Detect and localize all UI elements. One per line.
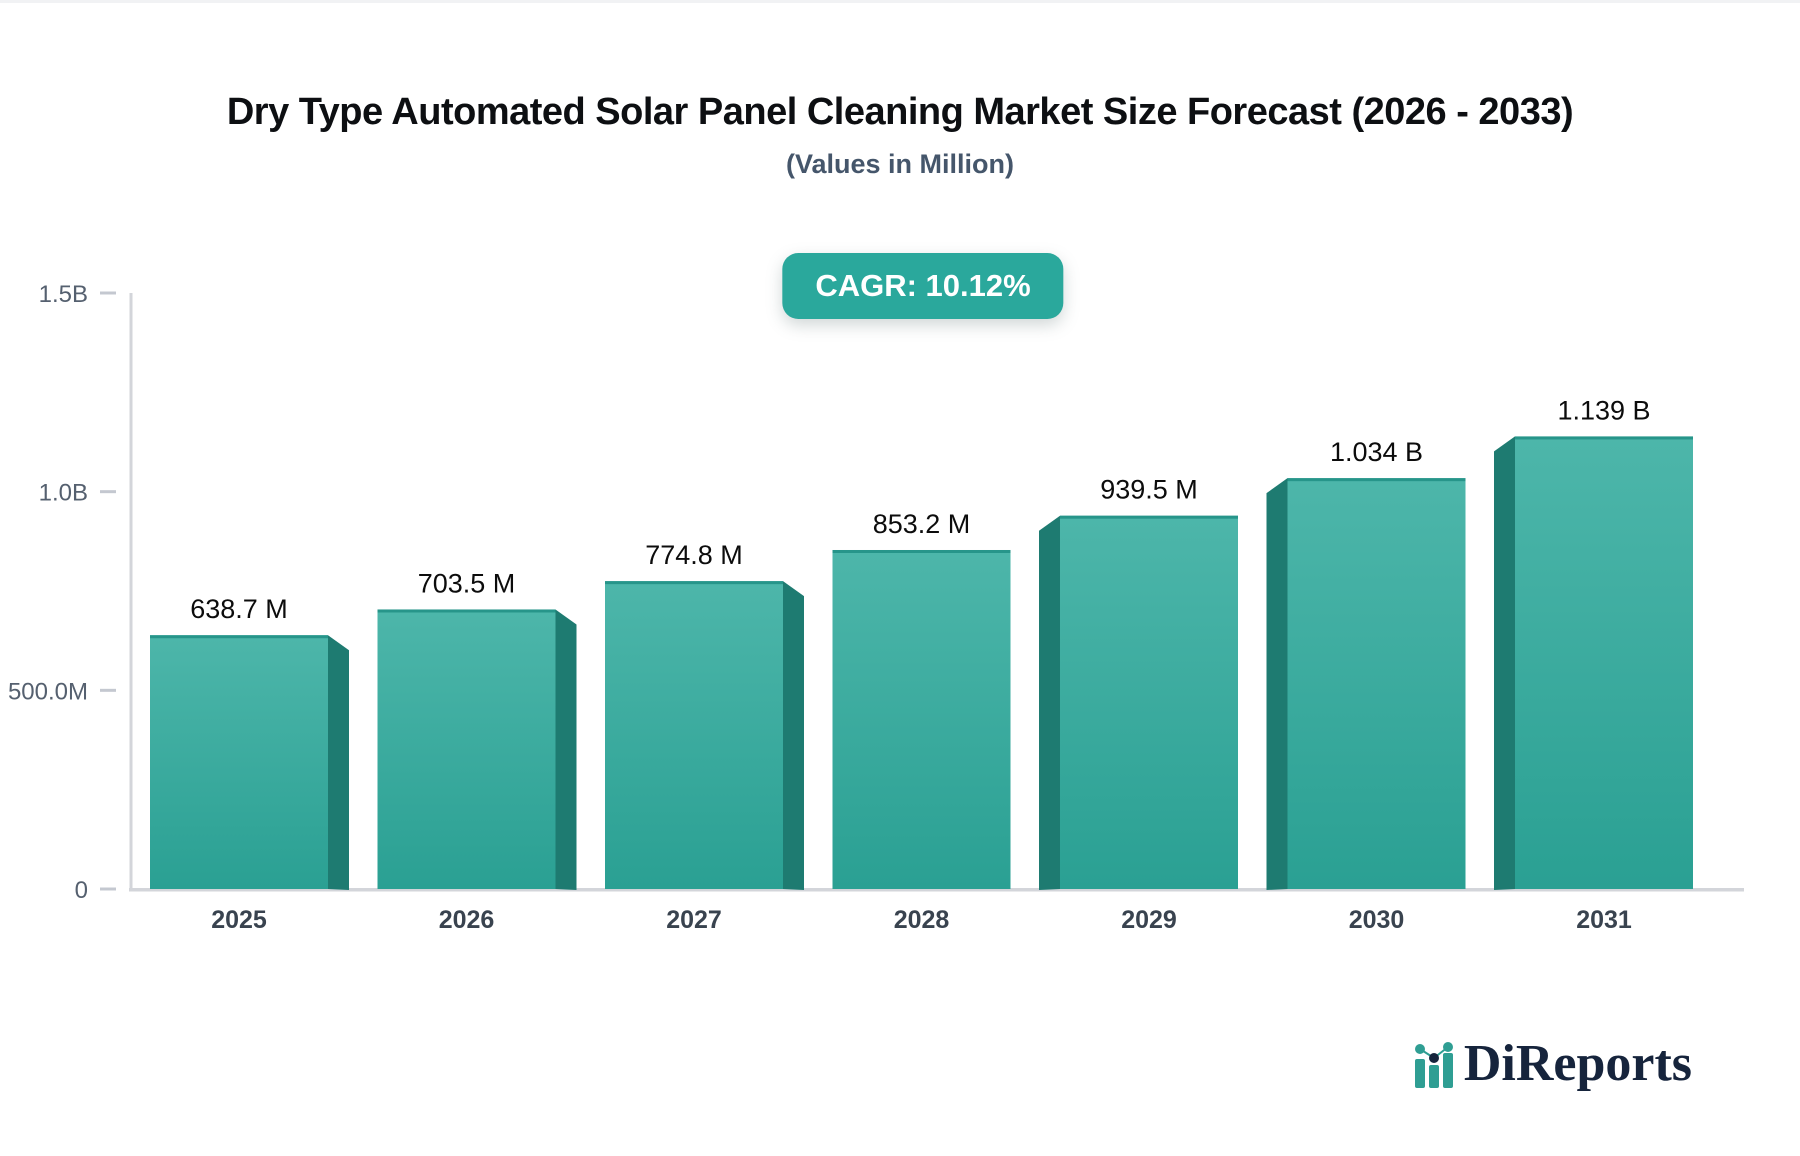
bar-top-edge [605, 581, 783, 585]
x-axis-line [129, 888, 1744, 892]
bar-value-label: 939.5 M [1100, 475, 1198, 505]
bar-side-face [1494, 436, 1515, 890]
bar-top-edge [1060, 515, 1238, 519]
bar-side-face [555, 609, 577, 890]
bar-value-label: 703.5 M [418, 568, 516, 598]
y-axis-tick [100, 291, 116, 295]
x-axis-category-label: 2027 [666, 906, 722, 934]
y-axis-tick [100, 490, 116, 494]
y-axis-tick [100, 887, 116, 891]
bar-2031 [1515, 436, 1693, 889]
y-axis-tick [100, 688, 116, 692]
x-axis-category-label: 2026 [439, 906, 495, 934]
bar-top-edge [832, 549, 1011, 553]
x-axis-category-label: 2028 [894, 906, 950, 934]
y-axis-tick-label: 500.0M [8, 678, 88, 705]
bar-side-face [1039, 515, 1060, 890]
chart-title: Dry Type Automated Solar Panel Cleaning … [226, 91, 1574, 133]
bar-value-label: 1.034 B [1330, 437, 1423, 467]
y-axis-tick-label: 1.5B [39, 281, 88, 308]
bar-top-edge [150, 635, 328, 639]
bar-side-face [1266, 478, 1288, 890]
bar-2026 [377, 609, 556, 889]
x-axis-category-label: 2029 [1121, 906, 1177, 934]
bar-top-edge [1287, 478, 1466, 482]
bar-value-label: 1.139 B [1557, 395, 1650, 425]
bar-2030 [1287, 478, 1466, 889]
cagr-badge: CAGR: 10.12% [782, 253, 1064, 319]
y-axis-tick-label: 0 [75, 877, 88, 904]
direports-logo-text: DiReports [1463, 1035, 1692, 1092]
bar-side-face [783, 581, 804, 890]
direports-logo: DiReports [1414, 1038, 1692, 1090]
bar-2027 [605, 581, 783, 889]
bar-2029 [1060, 515, 1238, 889]
x-axis-category-label: 2030 [1349, 906, 1405, 934]
bar-value-label: 853.2 M [873, 509, 971, 539]
bar-2028 [832, 549, 1011, 889]
chart-subtitle: (Values in Million) [785, 149, 1015, 179]
bar-side-face [328, 635, 349, 890]
y-axis-line [129, 293, 133, 889]
bar-value-label: 638.7 M [190, 594, 288, 624]
bar-chart: 0 500.0M 1.0B 1.5B 638.7 M 2025 703.5 M 2026 774… [8, 281, 1744, 934]
x-axis-category-label: 2025 [211, 906, 267, 934]
bar-chart-logo-icon [1414, 1042, 1453, 1088]
bar-value-label: 774.8 M [645, 540, 743, 570]
bar-2025 [150, 635, 328, 889]
bar-top-edge [377, 609, 556, 613]
bar-top-edge [1515, 436, 1693, 440]
x-axis-category-label: 2031 [1576, 906, 1632, 934]
y-axis-tick-label: 1.0B [39, 480, 88, 507]
